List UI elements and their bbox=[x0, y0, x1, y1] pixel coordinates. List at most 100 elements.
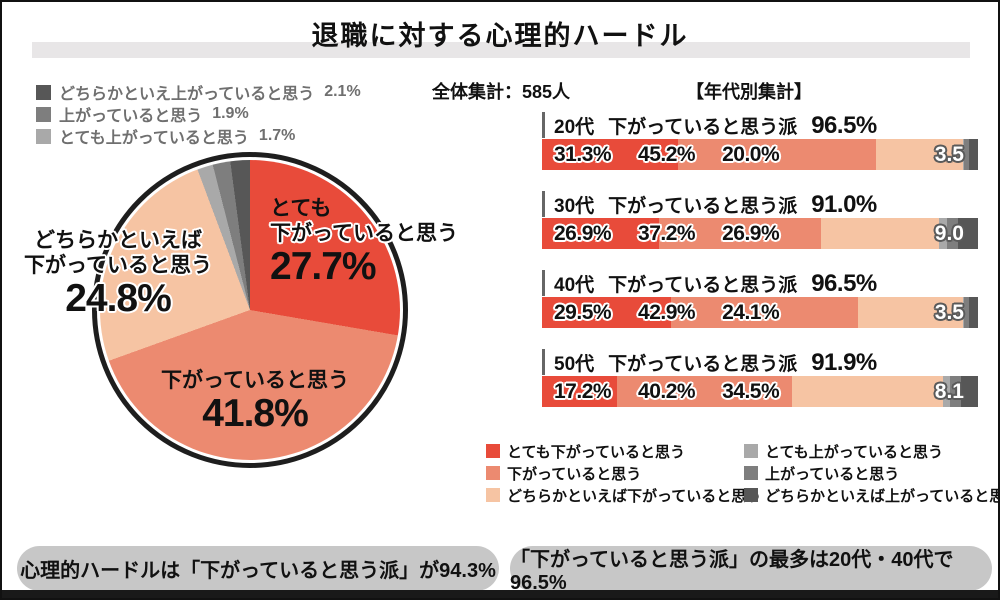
age-label: 30代 bbox=[554, 196, 595, 217]
group-label: 下がっていると思う派 bbox=[608, 196, 798, 217]
legend-item: 上がっていると思う bbox=[744, 462, 994, 484]
pie-label-down: 下がっていると思う 41.8% bbox=[140, 368, 370, 435]
pie-label-text: とても bbox=[270, 197, 332, 220]
group-percent: 96.5% bbox=[811, 270, 877, 297]
bar-segment bbox=[875, 139, 963, 170]
group-percent: 91.9% bbox=[811, 349, 877, 376]
bar-segment bbox=[969, 297, 978, 328]
legend-percent: 1.7% bbox=[258, 127, 296, 144]
overall-total-label: 全体集計：585人 bbox=[432, 82, 571, 102]
pie-label-text: 下がっていると思う bbox=[161, 369, 349, 392]
group-label: 下がっていると思う派 bbox=[608, 354, 798, 375]
segment-percent-label: 34.5% bbox=[722, 379, 780, 403]
legend-chip-icon bbox=[744, 466, 758, 480]
legend-item: とても下がっていると思う bbox=[486, 440, 736, 462]
segment-percent-label: 26.9% bbox=[554, 221, 612, 245]
legend-item: どちらかといえば上がっていると思う bbox=[744, 484, 998, 506]
bar-segment bbox=[857, 297, 963, 328]
legend-chip-icon bbox=[486, 466, 500, 480]
summary-callout-overall: 心理的ハードルは「下がっていると思う派」が94.3% bbox=[17, 546, 499, 591]
bar-segment bbox=[792, 376, 943, 407]
pie-chart bbox=[100, 160, 400, 460]
group-percent: 91.0% bbox=[811, 191, 877, 218]
legend-item: とても上がっていると思う bbox=[744, 440, 994, 462]
segment-percent-label: 42.9% bbox=[638, 300, 696, 324]
pie-up-legend: どちらかといえ上がっていると思う 2.1% 上がっていると思う 1.9% とても… bbox=[36, 81, 361, 147]
pie-legend-item: 上がっていると思う 1.9% bbox=[36, 103, 361, 125]
page-title: 退職に対する心理的ハードル bbox=[311, 21, 689, 51]
up-total-label: 3.5 bbox=[934, 300, 964, 324]
age-bar-row: 20代 下がっていると思う派 96.5% 31.3% 45.2% 20.0% 3.5 bbox=[542, 112, 978, 170]
pie-label-text: どちらかといえば bbox=[34, 229, 202, 252]
bar-segment bbox=[942, 376, 951, 407]
bar-segment bbox=[542, 297, 671, 328]
age-bar-header: 20代 下がっていると思う派 96.5% bbox=[542, 112, 978, 139]
up-total-label: 8.1 bbox=[934, 379, 964, 403]
pie-label-text: 下がっていると思う bbox=[270, 222, 458, 245]
age-bar-header: 30代 下がっていると思う派 91.0% bbox=[542, 191, 978, 218]
legend-chip-icon bbox=[486, 488, 500, 502]
legend-chip-icon bbox=[36, 128, 51, 144]
bar-segment bbox=[969, 139, 978, 170]
bar-segment bbox=[960, 376, 978, 407]
bar-segment bbox=[616, 376, 793, 407]
age-bar-header: 50代 下がっていると思う派 91.9% bbox=[542, 349, 978, 376]
segment-percent-label: 24.1% bbox=[722, 300, 780, 324]
bar-segment bbox=[542, 218, 660, 249]
legend-label: とても下がっていると思う bbox=[507, 443, 686, 461]
bar-segment bbox=[678, 139, 876, 170]
footer-band bbox=[2, 590, 998, 598]
bar-labels: 29.5% 42.9% 24.1% bbox=[554, 297, 780, 328]
legend-label: とても上がっていると思う bbox=[59, 130, 249, 147]
age-bar-row: 30代 下がっていると思う派 91.0% 26.9% 37.2% 26.9% 9.0 bbox=[542, 191, 978, 249]
legend-percent: 1.9% bbox=[212, 105, 249, 122]
bar-segment bbox=[964, 139, 970, 170]
age-label: 40代 bbox=[554, 275, 595, 296]
age-bar-row: 50代 下がっていると思う派 91.9% 17.2% 40.2% 34.5% 8.1 bbox=[542, 349, 978, 407]
group-label: 下がっていると思う派 bbox=[608, 275, 798, 296]
pie-label-percent: 24.8% bbox=[65, 277, 172, 320]
by-age-heading: 【年代別集計】 bbox=[686, 82, 812, 102]
title-underline-band bbox=[32, 42, 970, 58]
pie-label-percent: 41.8% bbox=[202, 392, 309, 435]
bar-segment bbox=[962, 297, 965, 328]
segment-percent-label: 45.2% bbox=[638, 142, 696, 166]
segment-percent-label: 20.0% bbox=[722, 142, 780, 166]
age-label: 50代 bbox=[554, 354, 595, 375]
stacked-bar: 29.5% 42.9% 24.1% 3.5 bbox=[542, 297, 978, 328]
summary-callout-by-age: 「下がっていると思う派」の最多は20代・40代で96.5% bbox=[510, 546, 992, 594]
bar-segment bbox=[947, 218, 959, 249]
legend-label: どちらかといえ上がっていると思う bbox=[59, 86, 315, 103]
segment-percent-label: 37.2% bbox=[638, 221, 696, 245]
bar-segment bbox=[938, 218, 948, 249]
segment-percent-label: 40.2% bbox=[638, 379, 696, 403]
legend-item: どちらかといえば下がっていると思う bbox=[486, 484, 761, 506]
segment-percent-label: 17.2% bbox=[554, 379, 612, 403]
pie-label-text: 下がっていると思う bbox=[24, 254, 212, 277]
pie-legend-item: とても上がっていると思う 1.7% bbox=[36, 125, 361, 147]
legend-label: 上がっていると思う bbox=[765, 465, 900, 483]
bar-segment bbox=[659, 218, 822, 249]
legend-percent: 2.1% bbox=[324, 83, 361, 100]
bar-segment bbox=[542, 376, 617, 407]
legend-label: とても上がっていると思う bbox=[765, 443, 944, 461]
bar-segment bbox=[542, 139, 679, 170]
bar-segment bbox=[962, 139, 965, 170]
legend-label: 上がっていると思う bbox=[59, 108, 203, 125]
legend-chip-icon bbox=[744, 488, 758, 502]
pie-legend-item: どちらかといえ上がっていると思う 2.1% bbox=[36, 81, 361, 103]
bar-segment bbox=[670, 297, 858, 328]
bar-segment bbox=[821, 218, 939, 249]
stacked-bar: 31.3% 45.2% 20.0% 3.5 bbox=[542, 139, 978, 170]
stacked-bar: 17.2% 40.2% 34.5% 8.1 bbox=[542, 376, 978, 407]
segment-percent-label: 26.9% bbox=[722, 221, 780, 245]
pie-label-percent: 27.7% bbox=[270, 245, 377, 288]
legend-label: どちらかといえば上がっていると思う bbox=[765, 487, 1000, 505]
segment-percent-label: 29.5% bbox=[554, 300, 612, 324]
legend-item: 下がっていると思う bbox=[486, 462, 736, 484]
bar-labels: 26.9% 37.2% 26.9% bbox=[554, 218, 780, 249]
bar-legend-up-column: とても上がっていると思う 上がっていると思う どちらかといえば上がっていると思う bbox=[744, 440, 998, 506]
bar-legend-down-column: とても下がっていると思う 下がっていると思う どちらかといえば下がっていると思う bbox=[486, 440, 761, 506]
legend-chip-icon bbox=[36, 106, 51, 122]
